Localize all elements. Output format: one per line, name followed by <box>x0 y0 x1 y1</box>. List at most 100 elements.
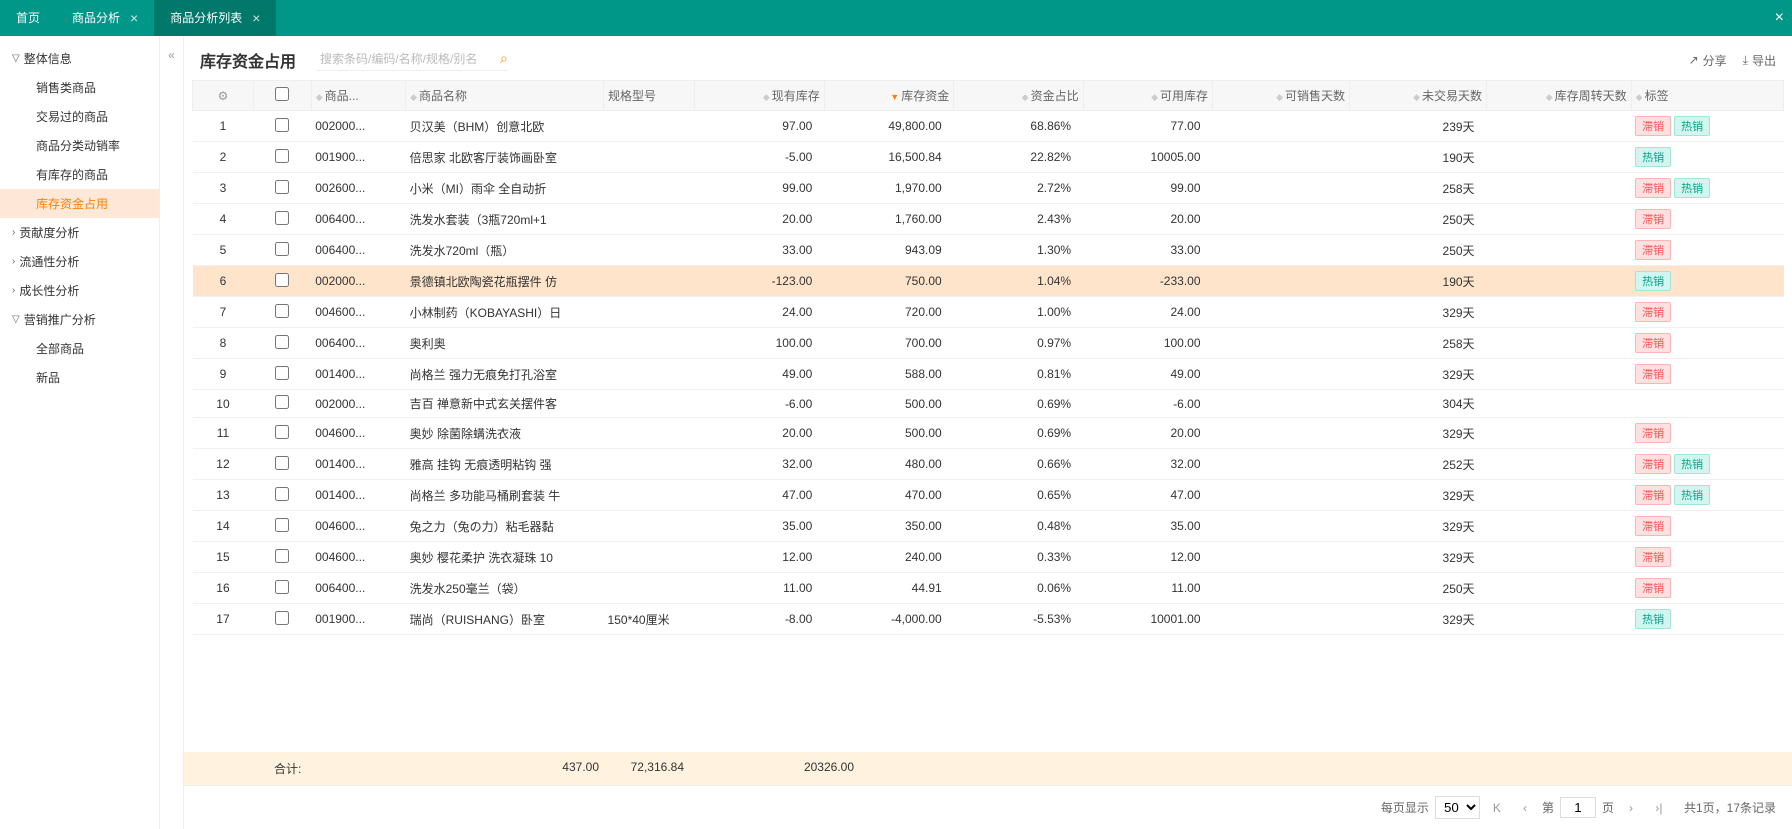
gear-icon[interactable]: ⚙ <box>218 89 229 103</box>
tab-0[interactable]: 首页 <box>0 0 56 36</box>
cell-9 <box>1213 142 1350 173</box>
cell-11 <box>1487 359 1632 390</box>
cell-7: 0.65% <box>954 480 1083 511</box>
col-header-5[interactable]: ◆现有库存 <box>695 81 824 111</box>
row-checkbox[interactable] <box>275 273 289 287</box>
row-checkbox[interactable] <box>275 335 289 349</box>
cell-10: 258天 <box>1350 173 1487 204</box>
cell-3: 洗发水套装（3瓶720ml+1 <box>406 204 604 235</box>
footer-avail: 20326.00 <box>781 760 866 777</box>
cell-2: 006400... <box>311 573 405 604</box>
table-row[interactable]: 11004600...奥妙 除菌除螨洗衣液20.00500.000.69%20.… <box>193 418 1784 449</box>
sidebar-item-0-3[interactable]: 有库存的商品 <box>0 160 159 189</box>
cell-7: -5.53% <box>954 604 1083 635</box>
cell-10: 304天 <box>1350 390 1487 418</box>
row-checkbox[interactable] <box>275 180 289 194</box>
row-checkbox[interactable] <box>275 149 289 163</box>
col-header-0[interactable]: ⚙ <box>193 81 254 111</box>
sidebar-item-0-2[interactable]: 商品分类动销率 <box>0 131 159 160</box>
table-row[interactable]: 14004600...兔之力（兔の力）粘毛器黏35.00350.000.48%3… <box>193 511 1784 542</box>
row-checkbox[interactable] <box>275 211 289 225</box>
sidebar-group-3[interactable]: ›成长性分析 <box>0 276 159 305</box>
col-label: 未交易天数 <box>1422 89 1482 103</box>
col-header-4[interactable]: 规格型号 <box>604 81 695 111</box>
table-row[interactable]: 5006400...洗发水720ml（瓶）33.00943.091.30%33.… <box>193 235 1784 266</box>
sidebar-item-4-0[interactable]: 全部商品 <box>0 334 159 363</box>
page-next[interactable]: › <box>1620 797 1642 819</box>
sidebar-item-4-1[interactable]: 新品 <box>0 363 159 392</box>
row-checkbox[interactable] <box>275 366 289 380</box>
cell-10: 258天 <box>1350 328 1487 359</box>
table-row[interactable]: 1002000...贝汉美（BHM）创意北欧97.0049,800.0068.8… <box>193 111 1784 142</box>
row-checkbox[interactable] <box>275 487 289 501</box>
col-header-7[interactable]: ◆资金占比 <box>954 81 1083 111</box>
table-row[interactable]: 8006400...奥利奥100.00700.000.97%100.00258天… <box>193 328 1784 359</box>
cell-0: 12 <box>193 449 254 480</box>
col-header-11[interactable]: ◆库存周转天数 <box>1487 81 1632 111</box>
table-row[interactable]: 7004600...小林制药（KOBAYASHI）日24.00720.001.0… <box>193 297 1784 328</box>
sidebar-group-0[interactable]: ▽整体信息 <box>0 44 159 73</box>
row-checkbox[interactable] <box>275 395 289 409</box>
table-row[interactable]: 16006400...洗发水250毫兰（袋）11.0044.910.06%11.… <box>193 573 1784 604</box>
close-icon[interactable]: × <box>130 0 138 36</box>
cell-1 <box>253 573 311 604</box>
table-row[interactable]: 12001400...雅高 挂钩 无痕透明粘钩 强32.00480.000.66… <box>193 449 1784 480</box>
cell-9 <box>1213 204 1350 235</box>
sidebar-group-1[interactable]: ›贡献度分析 <box>0 218 159 247</box>
sidebar-collapse[interactable]: « <box>160 36 184 829</box>
export-button[interactable]: ⤓导出 <box>1743 52 1776 69</box>
row-checkbox[interactable] <box>275 242 289 256</box>
page-prev[interactable]: ‹ <box>1514 797 1536 819</box>
table-row[interactable]: 4006400...洗发水套装（3瓶720ml+120.001,760.002.… <box>193 204 1784 235</box>
select-all-checkbox[interactable] <box>275 87 289 101</box>
sidebar-group-4[interactable]: ▽营销推广分析 <box>0 305 159 334</box>
sidebar-item-0-0[interactable]: 销售类商品 <box>0 73 159 102</box>
page-input[interactable] <box>1560 797 1596 818</box>
tab-1[interactable]: 商品分析× <box>56 0 154 36</box>
cell-12: 热销 <box>1631 604 1783 635</box>
table-row[interactable]: 15004600...奥妙 樱花柔护 洗衣凝珠 1012.00240.000.3… <box>193 542 1784 573</box>
row-checkbox[interactable] <box>275 611 289 625</box>
share-button[interactable]: ↗分享 <box>1689 52 1727 69</box>
row-checkbox[interactable] <box>275 549 289 563</box>
col-header-3[interactable]: ◆商品名称 <box>406 81 604 111</box>
table-row[interactable]: 9001400...尚格兰 强力无痕免打孔浴室49.00588.000.81%4… <box>193 359 1784 390</box>
col-label: 商品名称 <box>419 89 467 103</box>
sidebar-group-2[interactable]: ›流通性分析 <box>0 247 159 276</box>
cell-7: 0.69% <box>954 390 1083 418</box>
toolbar: 库存资金占用 ⌕ ↗分享 ⤓导出 <box>184 36 1792 80</box>
table-row[interactable]: 2001900...倍思家 北欧客厅装饰画卧室-5.0016,500.8422.… <box>193 142 1784 173</box>
close-all-icon[interactable]: × <box>1775 0 1784 36</box>
sidebar-item-0-1[interactable]: 交易过的商品 <box>0 102 159 131</box>
page-last[interactable]: ›| <box>1648 797 1670 819</box>
col-header-8[interactable]: ◆可用库存 <box>1083 81 1212 111</box>
close-icon[interactable]: × <box>252 0 260 36</box>
table-row[interactable]: 6002000...景德镇北欧陶瓷花瓶摆件 仿-123.00750.001.04… <box>193 266 1784 297</box>
row-checkbox[interactable] <box>275 580 289 594</box>
page-first[interactable]: K <box>1486 797 1508 819</box>
col-header-10[interactable]: ◆未交易天数 <box>1350 81 1487 111</box>
table-row[interactable]: 17001900...瑞尚（RUISHANG）卧室150*40厘米-8.00-4… <box>193 604 1784 635</box>
sidebar-item-0-4[interactable]: 库存资金占用 <box>0 189 159 218</box>
search-icon[interactable]: ⌕ <box>500 50 508 67</box>
cell-1 <box>253 542 311 573</box>
col-header-9[interactable]: ◆可销售天数 <box>1213 81 1350 111</box>
tab-2[interactable]: 商品分析列表× <box>154 0 276 36</box>
row-checkbox[interactable] <box>275 456 289 470</box>
row-checkbox[interactable] <box>275 518 289 532</box>
row-checkbox[interactable] <box>275 304 289 318</box>
table-row[interactable]: 3002600...小米（MI）雨伞 全自动折99.001,970.002.72… <box>193 173 1784 204</box>
col-header-6[interactable]: ▼库存资金 <box>824 81 953 111</box>
search-input[interactable] <box>316 50 496 68</box>
row-checkbox[interactable] <box>275 425 289 439</box>
cell-9 <box>1213 235 1350 266</box>
table-row[interactable]: 10002000...吉百 禅意新中式玄关摆件客-6.00500.000.69%… <box>193 390 1784 418</box>
col-header-2[interactable]: ◆商品... <box>311 81 405 111</box>
col-header-1[interactable] <box>253 81 311 111</box>
row-checkbox[interactable] <box>275 118 289 132</box>
sort-icon: ◆ <box>316 93 323 102</box>
per-page-select[interactable]: 50 <box>1435 796 1480 819</box>
col-header-12[interactable]: ◆标签 <box>1631 81 1783 111</box>
table-row[interactable]: 13001400...尚格兰 多功能马桶刷套装 牛47.00470.000.65… <box>193 480 1784 511</box>
cell-12: 滞销 <box>1631 328 1783 359</box>
